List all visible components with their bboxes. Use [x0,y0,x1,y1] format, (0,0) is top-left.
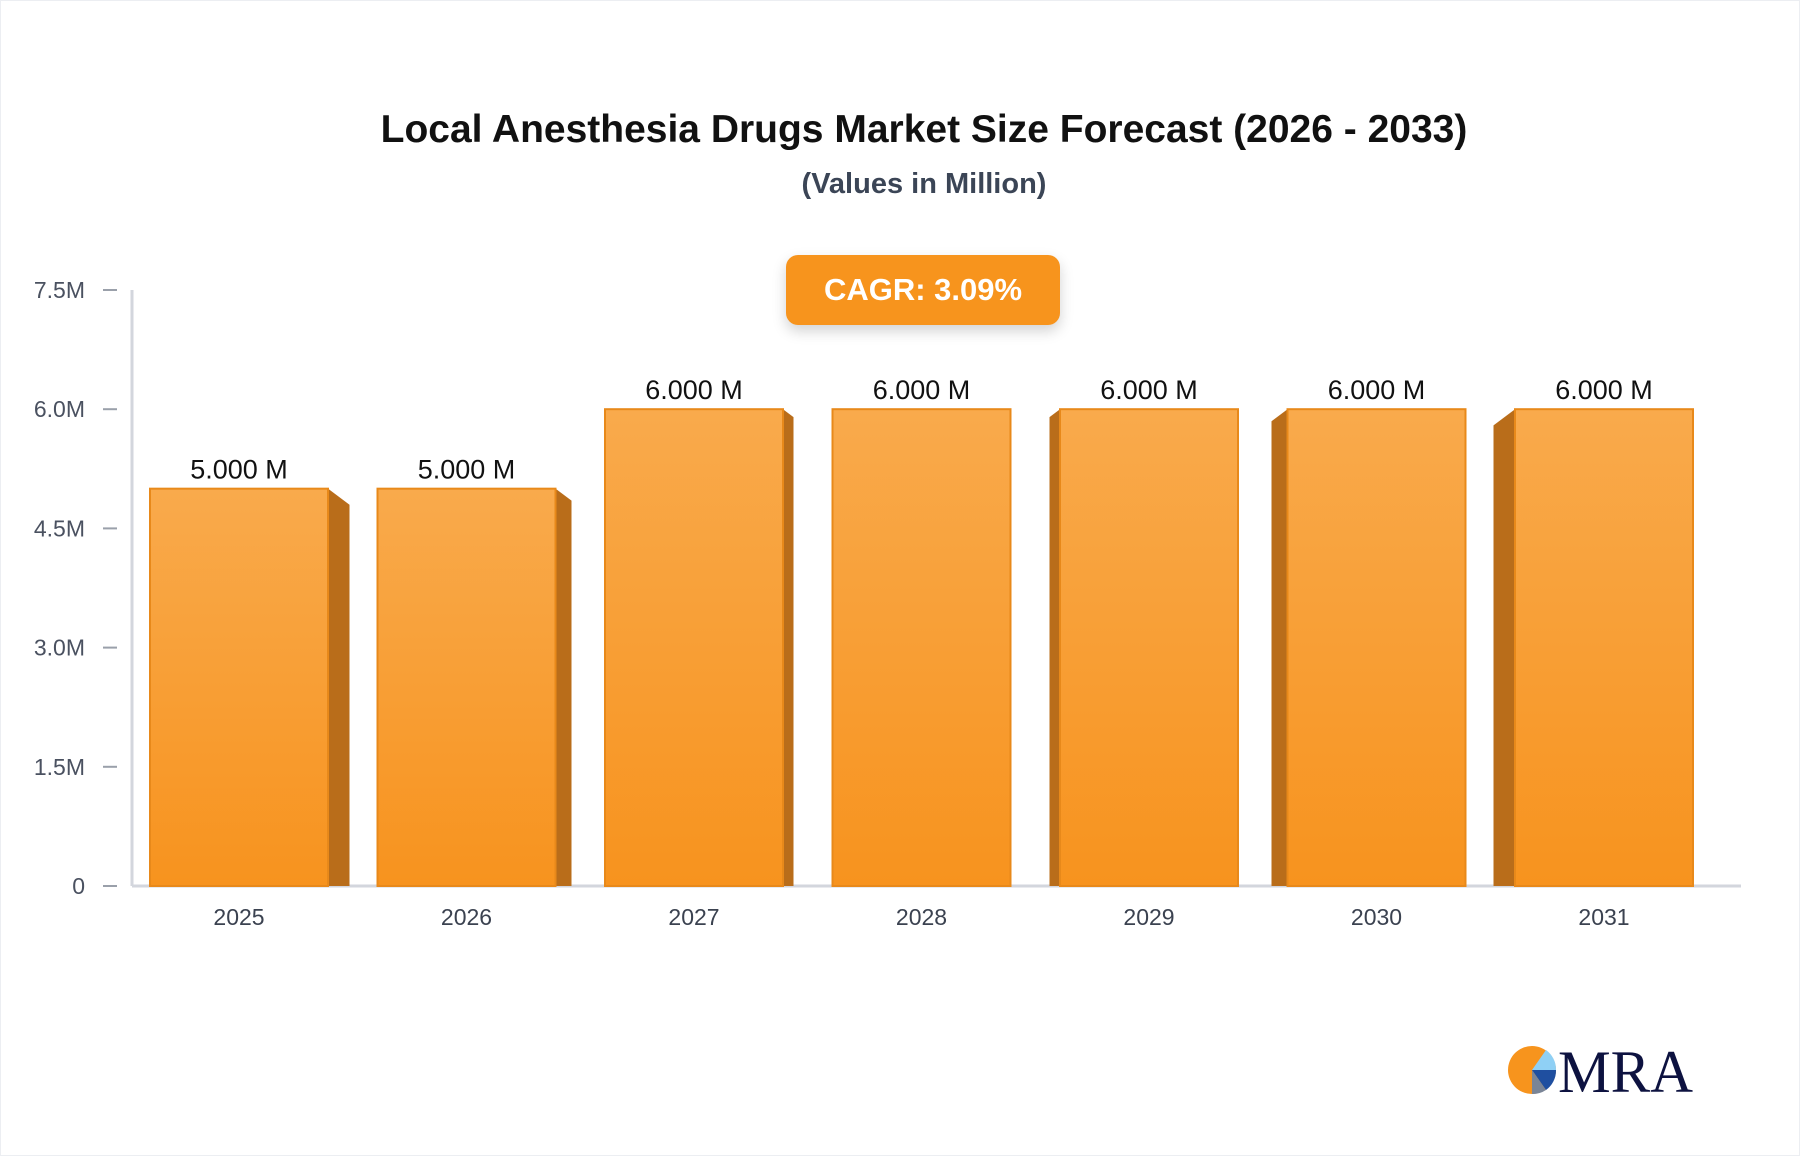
chart-subtitle: (Values in Million) [801,168,1047,200]
y-tick-label: 4.5M [34,515,85,541]
y-tick-label: 6.0M [34,396,85,422]
x-tick-label: 2027 [668,904,719,930]
bar-side [1493,409,1515,886]
bar-side [783,409,794,886]
x-tick-label: 2030 [1351,904,1402,930]
chart-title: Local Anesthesia Drugs Market Size Forec… [380,108,1468,151]
bar-side [555,488,572,886]
y-tick-label: 1.5M [34,754,85,780]
y-tick-label: 0 [72,873,85,899]
bar-2026 [376,487,557,887]
data-label: 6.000 M [1555,375,1653,405]
bar-2029 [1059,408,1239,887]
data-label: 5.000 M [190,455,288,485]
bar-side [1271,409,1288,886]
bar-2028 [831,408,1012,887]
x-tick-label: 2025 [213,904,264,930]
y-tick-label: 3.0M [34,635,85,661]
x-tick-label: 2026 [441,904,492,930]
cagr-badge: CAGR: 3.09% [786,255,1060,325]
data-label: 6.000 M [1328,375,1426,405]
x-tick-label: 2031 [1578,904,1629,930]
data-label: 6.000 M [1100,375,1198,405]
bar-side [1049,409,1060,886]
data-label: 5.000 M [418,455,516,485]
bar-2030 [1286,408,1467,887]
y-tick-label: 7.5M [34,277,85,303]
bar-2031 [1514,408,1694,887]
x-tick-label: 2029 [1123,904,1174,930]
data-label: 6.000 M [873,375,971,405]
mra-logo: MRA [1508,1042,1693,1098]
bar-2025 [149,487,329,887]
data-label: 6.000 M [645,375,743,405]
bar-2027 [604,408,784,887]
logo-text: MRA [1558,1042,1693,1098]
bar-side [328,488,350,886]
x-tick-label: 2028 [896,904,947,930]
